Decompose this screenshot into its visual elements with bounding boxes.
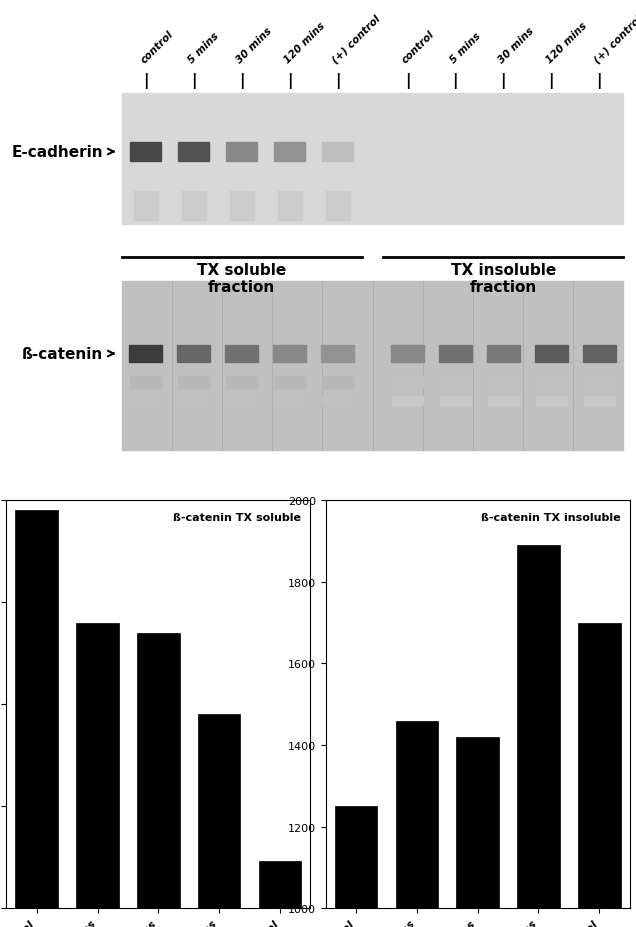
Bar <box>130 397 162 406</box>
Bar <box>322 143 353 162</box>
Bar <box>274 376 305 388</box>
Text: TX insoluble
fraction: TX insoluble fraction <box>451 262 556 295</box>
Bar <box>488 376 519 388</box>
Bar <box>535 346 568 362</box>
Bar <box>396 721 438 927</box>
Text: ß-catenin TX soluble: ß-catenin TX soluble <box>173 513 301 523</box>
Bar <box>536 397 567 406</box>
Text: 120 mins: 120 mins <box>282 21 327 66</box>
Bar <box>326 192 350 221</box>
Text: 5 mins: 5 mins <box>448 32 483 66</box>
Text: E-cadherin: E-cadherin <box>11 145 103 159</box>
Bar <box>439 346 473 362</box>
Bar <box>584 376 615 388</box>
Text: |: | <box>453 73 459 89</box>
Bar <box>322 376 353 388</box>
Bar <box>457 737 499 927</box>
Bar <box>129 346 162 362</box>
Bar <box>584 397 615 406</box>
Bar <box>178 376 209 388</box>
Bar <box>440 397 471 406</box>
Text: |: | <box>404 73 410 89</box>
Bar <box>440 376 471 388</box>
Bar <box>130 376 162 388</box>
Text: |: | <box>191 73 197 89</box>
Text: 5 mins: 5 mins <box>186 32 221 66</box>
Text: |: | <box>501 73 506 89</box>
Bar <box>392 397 423 406</box>
Bar <box>15 511 58 927</box>
Text: |: | <box>549 73 554 89</box>
Bar <box>76 623 119 927</box>
Bar <box>130 143 162 162</box>
Text: ß-catenin: ß-catenin <box>22 347 103 362</box>
Text: (+) control: (+) control <box>592 14 636 66</box>
Bar <box>225 346 258 362</box>
Bar <box>121 282 623 451</box>
Bar <box>517 545 560 927</box>
Bar <box>578 623 621 927</box>
Text: ß-catenin TX insoluble: ß-catenin TX insoluble <box>481 513 621 523</box>
Text: (+) control: (+) control <box>331 14 382 66</box>
Bar <box>335 806 377 927</box>
Text: control: control <box>401 30 437 66</box>
Bar <box>121 94 623 225</box>
Bar <box>226 397 257 406</box>
Bar <box>392 376 423 388</box>
Bar <box>178 143 209 162</box>
Bar <box>198 715 240 927</box>
Bar <box>273 346 307 362</box>
Bar <box>322 397 353 406</box>
Bar <box>391 346 424 362</box>
Bar <box>137 633 179 927</box>
Bar <box>177 346 211 362</box>
Bar <box>182 192 205 221</box>
Text: |: | <box>597 73 602 89</box>
Text: 30 mins: 30 mins <box>235 26 274 66</box>
Bar <box>274 397 305 406</box>
Text: |: | <box>143 73 148 89</box>
Bar <box>536 376 567 388</box>
Text: |: | <box>287 73 293 89</box>
Bar <box>259 861 301 927</box>
Bar <box>488 397 519 406</box>
Text: 30 mins: 30 mins <box>496 26 536 66</box>
Text: control: control <box>139 30 175 66</box>
Text: |: | <box>335 73 340 89</box>
Bar <box>178 397 209 406</box>
Bar <box>230 192 254 221</box>
Bar <box>226 143 257 162</box>
Bar <box>134 192 158 221</box>
Bar <box>321 346 354 362</box>
Bar <box>583 346 616 362</box>
Text: 120 mins: 120 mins <box>544 21 589 66</box>
Bar <box>274 143 305 162</box>
Text: TX soluble
fraction: TX soluble fraction <box>197 262 286 295</box>
Bar <box>487 346 520 362</box>
Text: |: | <box>239 73 244 89</box>
Bar <box>278 192 301 221</box>
Bar <box>226 376 257 388</box>
